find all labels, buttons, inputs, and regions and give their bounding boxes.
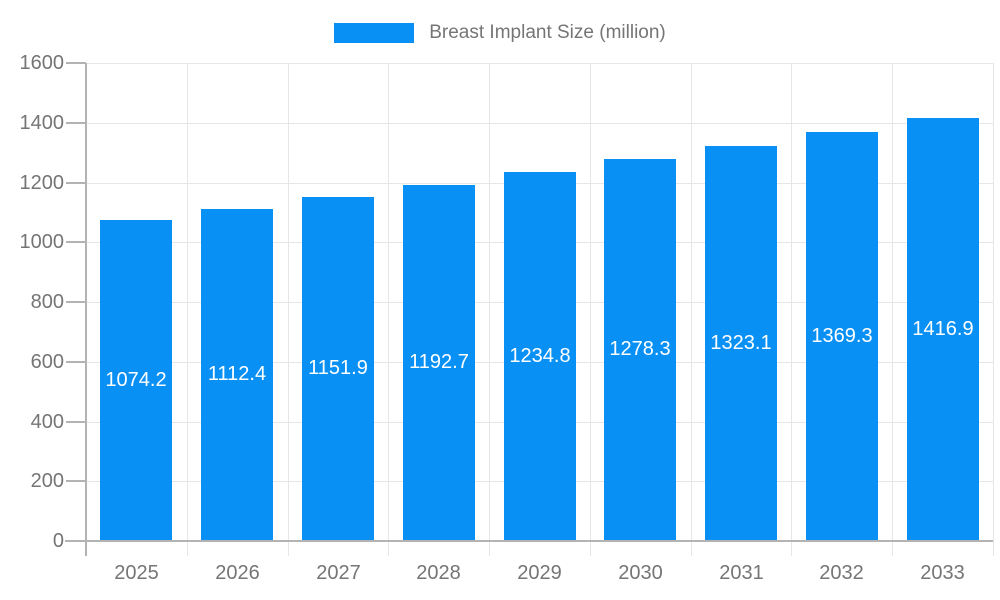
bar: 1234.8 [504, 172, 576, 540]
y-tick-label: 800 [30, 291, 64, 313]
y-tick-label: 200 [30, 470, 64, 492]
bar: 1323.1 [705, 146, 777, 540]
x-tick-label: 2031 [719, 562, 764, 584]
y-tick-mark [66, 421, 86, 423]
y-tick-label: 400 [30, 411, 64, 433]
legend-swatch [334, 23, 415, 43]
y-axis-line [85, 63, 87, 556]
x-tick-label: 2026 [215, 562, 260, 584]
y-tick-mark [66, 361, 86, 363]
y-tick-mark [66, 301, 86, 303]
y-tick-label: 1600 [19, 52, 65, 74]
bar-value-label: 1369.3 [811, 324, 873, 347]
y-gridline [86, 123, 993, 124]
x-tick-label: 2029 [517, 562, 562, 584]
y-gridline [86, 63, 993, 64]
y-tick-label: 0 [52, 530, 64, 552]
y-tick-label: 1400 [19, 112, 65, 134]
y-tick-mark [66, 540, 86, 542]
bar: 1369.3 [806, 132, 878, 540]
x-axis-line [65, 540, 993, 542]
bar: 1112.4 [201, 209, 273, 540]
bar: 1416.9 [907, 118, 979, 540]
bar-value-label: 1151.9 [308, 357, 368, 379]
legend: Breast Implant Size (million) [0, 22, 1000, 44]
y-tick-label: 1200 [19, 172, 65, 194]
x-tick-label: 2027 [316, 562, 361, 584]
x-tick-label: 2033 [920, 562, 965, 584]
x-gridline [187, 63, 188, 556]
x-gridline [388, 63, 389, 556]
y-tick-mark [66, 62, 86, 64]
bar-value-label: 1234.8 [509, 344, 571, 367]
bar: 1151.9 [302, 197, 374, 540]
y-tick-mark [66, 122, 86, 124]
bar-value-label: 1192.7 [409, 351, 469, 373]
x-gridline [288, 63, 289, 556]
x-gridline [691, 63, 692, 556]
x-tick-label: 2028 [416, 562, 461, 584]
bar: 1074.2 [100, 220, 172, 540]
y-tick-mark [66, 241, 86, 243]
legend-label: Breast Implant Size (million) [429, 22, 666, 43]
bar-value-label: 1112.4 [207, 363, 267, 385]
y-tick-mark [66, 182, 86, 184]
x-gridline [791, 63, 792, 556]
bar: 1192.7 [403, 185, 475, 540]
x-gridline [892, 63, 893, 556]
y-tick-label: 600 [30, 351, 64, 373]
x-tick-label: 2025 [114, 562, 159, 584]
bar-value-label: 1074.2 [105, 368, 167, 391]
x-tick-label: 2030 [618, 562, 663, 584]
y-tick-label: 1000 [19, 231, 65, 253]
bar: 1278.3 [604, 159, 676, 540]
y-tick-mark [66, 480, 86, 482]
x-gridline [590, 63, 591, 556]
x-gridline [993, 63, 994, 556]
bar-value-label: 1278.3 [609, 338, 671, 360]
x-tick-label: 2032 [819, 562, 864, 584]
bar-value-label: 1416.9 [912, 317, 974, 340]
x-gridline [489, 63, 490, 556]
bar-value-label: 1323.1 [710, 331, 772, 354]
